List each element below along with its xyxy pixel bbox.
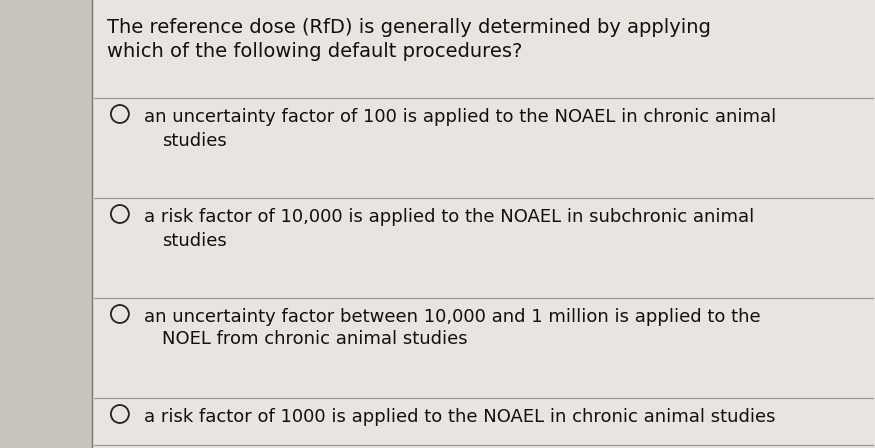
Text: studies: studies bbox=[162, 232, 227, 250]
Text: a risk factor of 1000 is applied to the NOAEL in chronic animal studies: a risk factor of 1000 is applied to the … bbox=[144, 408, 775, 426]
Text: an uncertainty factor between 10,000 and 1 million is applied to the: an uncertainty factor between 10,000 and… bbox=[144, 308, 760, 326]
Text: a risk factor of 10,000 is applied to the NOAEL in subchronic animal: a risk factor of 10,000 is applied to th… bbox=[144, 208, 754, 226]
Text: which of the following default procedures?: which of the following default procedure… bbox=[107, 42, 522, 61]
Text: The reference dose (RfD) is generally determined by applying: The reference dose (RfD) is generally de… bbox=[107, 18, 710, 37]
Text: an uncertainty factor of 100 is applied to the NOAEL in chronic animal: an uncertainty factor of 100 is applied … bbox=[144, 108, 776, 126]
Text: NOEL from chronic animal studies: NOEL from chronic animal studies bbox=[162, 330, 467, 348]
Bar bbox=[92, 0, 875, 448]
Text: studies: studies bbox=[162, 132, 227, 150]
